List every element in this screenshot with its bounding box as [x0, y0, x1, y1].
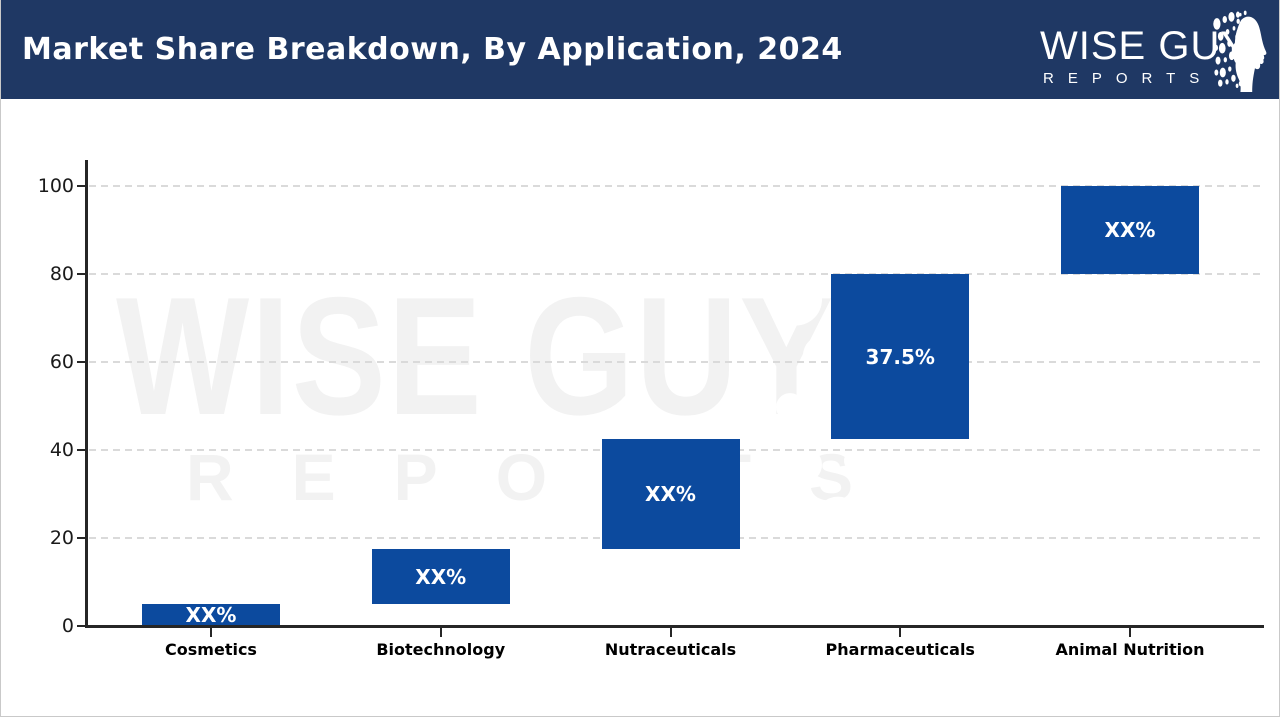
x-axis-tick-animal-nutrition [1129, 628, 1131, 637]
watermark-text-bottom: REPORTS [186, 440, 912, 514]
x-axis-label-biotechnology: Biotechnology [376, 640, 506, 659]
y-axis-tick-60 [77, 361, 86, 363]
gridline-80 [89, 273, 1262, 275]
x-axis-tick-cosmetics [210, 628, 212, 637]
bar-value-label-cosmetics: XX% [185, 603, 237, 627]
x-axis-label-cosmetics: Cosmetics [165, 640, 257, 659]
logo-name: WISE GUY [1040, 24, 1249, 68]
y-axis-tick-20 [77, 537, 86, 539]
y-axis-tick-100 [77, 185, 86, 187]
x-axis-label-pharmaceuticals: Pharmaceuticals [825, 640, 975, 659]
gridline-100 [89, 185, 1262, 187]
watermark-text-top: WISE GUY [116, 262, 836, 450]
y-axis-tick-label-100: 100 [37, 175, 74, 197]
y-axis-tick-40 [77, 449, 86, 451]
x-axis-label-animal-nutrition: Animal Nutrition [1055, 640, 1205, 659]
y-axis-tick-0 [77, 625, 86, 627]
bar-pharmaceuticals: 37.5% [831, 274, 970, 439]
x-axis-tick-nutraceuticals [669, 628, 672, 637]
bar-nutraceuticals: XX% [601, 439, 740, 549]
bar-value-label-nutraceuticals: XX% [645, 482, 696, 506]
logo: WISE GUY REPORTS [1040, 10, 1272, 92]
y-axis-tick-label-0: 0 [61, 615, 74, 637]
x-axis-label-nutraceuticals: Nutraceuticals [604, 640, 737, 659]
x-axis-tick-biotechnology [439, 628, 442, 637]
x-axis-tick-pharmaceuticals [899, 628, 902, 637]
y-axis-tick-label-80: 80 [49, 263, 74, 285]
gridline-60 [89, 361, 1262, 363]
bar-value-label-biotechnology: XX% [415, 564, 467, 589]
bar-animal-nutrition: XX% [1061, 186, 1199, 274]
logo-subname: REPORTS [1043, 70, 1214, 87]
y-axis-tick-label-60: 60 [49, 351, 74, 373]
y-axis-tick-label-20: 20 [49, 527, 74, 549]
bar-biotechnology: XX% [371, 549, 510, 604]
bar-value-label-pharmaceuticals: 37.5% [865, 344, 935, 369]
y-axis-tick-80 [77, 273, 86, 275]
bar-cosmetics: XX% [142, 604, 280, 626]
page-title: Market Share Breakdown, By Application, … [22, 32, 843, 67]
y-axis-tick-label-40: 40 [49, 439, 74, 461]
x-axis-spine [85, 625, 1264, 628]
y-axis-spine [85, 160, 88, 628]
bar-value-label-animal-nutrition: XX% [1104, 218, 1156, 242]
logo-face-icon [1213, 10, 1267, 92]
header-bar: Market Share Breakdown, By Application, … [0, 0, 1280, 99]
